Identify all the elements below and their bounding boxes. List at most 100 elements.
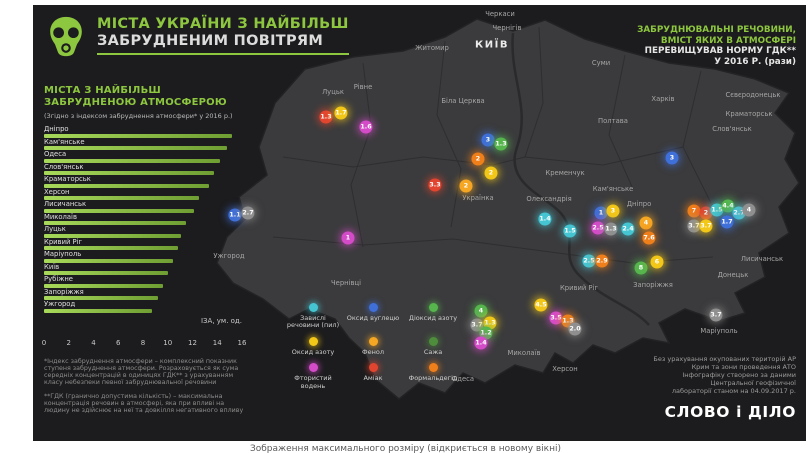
co-dot-icon xyxy=(368,303,378,312)
bar-row: Слов'янськ xyxy=(44,163,250,175)
credit-line: Крим та зони проведення АТО xyxy=(691,363,796,371)
no2-dot-icon xyxy=(428,303,438,312)
map-city-label: Чернігів xyxy=(492,24,522,32)
pollution-marker: 2.4 xyxy=(621,222,635,236)
soot-dot-icon xyxy=(428,336,438,346)
right-note-line: ПЕРЕВИЩУВАВ НОРМУ ГДК** xyxy=(644,46,796,56)
right-note-line: ЗАБРУДНЮВАЛЬНІ РЕЧОВИНИ, xyxy=(637,25,796,35)
legend-item-no2: Діоксид азоту xyxy=(405,303,461,330)
pollution-marker: 1.5 xyxy=(563,224,577,238)
map-city-label: Дніпро xyxy=(626,200,652,208)
right-note-line: У 2016 Р. (рази) xyxy=(714,56,796,67)
bar xyxy=(44,208,194,213)
map-city-label: Рівне xyxy=(353,83,373,91)
bar-row: Запоріжжя xyxy=(44,287,250,300)
bar-row: Кам'янське xyxy=(44,137,250,150)
map-city-label: Донецьк xyxy=(717,271,749,279)
axis-tick: 14 xyxy=(212,338,222,347)
bar-row: Луцьк xyxy=(44,226,250,238)
pollution-marker: 4 xyxy=(742,203,756,217)
pollution-marker: 4.5 xyxy=(534,298,548,312)
axis-tick: 12 xyxy=(188,338,197,347)
legend-item-hf: Фтористий водень xyxy=(285,363,341,390)
legend-label: Сажа xyxy=(423,347,443,356)
pollution-marker: 1.3 xyxy=(604,222,618,236)
bar-city-label: Кривий Ріг xyxy=(44,237,83,246)
no-dot-icon xyxy=(308,336,318,346)
pollution-marker: 2 xyxy=(459,179,473,193)
pollution-marker: 2 xyxy=(484,166,498,180)
slovo-i-dilo-logo: СЛОВО і ДІЛО xyxy=(664,403,796,421)
ukraine-map: Луцьк Рівне Житомир КИЇВ Чернігів Черкаси Суми… xyxy=(213,7,803,437)
bar xyxy=(44,171,214,175)
pollution-marker: 3.7 xyxy=(709,308,723,322)
bar-row: Ужгород xyxy=(44,301,250,313)
pollution-marker: 2.7 xyxy=(732,206,746,220)
gas-mask-icon xyxy=(50,16,82,57)
legend-label: Оксид азоту xyxy=(291,347,335,356)
map-city-label: Полтава xyxy=(598,117,628,125)
pollution-marker: 3.7 xyxy=(687,219,701,233)
bar xyxy=(44,196,199,200)
pollution-marker: 1.3 xyxy=(483,316,497,330)
map-city-label: Харків xyxy=(651,95,675,103)
full-size-image-link[interactable]: Зображення максимального розміру (відкри… xyxy=(249,444,562,453)
bar-city-label: Запоріжжя xyxy=(44,287,84,296)
credits-lines: Без урахування окупованих територій АР Кр… xyxy=(653,355,796,395)
axis-ticks: 0 2 4 6 8 10 12 14 16 xyxy=(42,338,247,348)
bar-city-label: Київ xyxy=(44,262,60,271)
bar-city-label: Кам'янське xyxy=(44,137,85,146)
legend-item-ammonia: Аміак xyxy=(345,363,401,390)
axis-tick: 4 xyxy=(91,338,96,347)
credit-line: Без урахування окупованих територій АР xyxy=(653,355,796,363)
title-underline xyxy=(97,53,349,55)
bar xyxy=(44,158,220,163)
axis-label: ІЗА, ум. од. xyxy=(200,316,242,325)
pollution-marker: 2 xyxy=(699,206,713,220)
pollution-marker: 1.3 xyxy=(494,137,508,151)
bar-row: Дніпро xyxy=(44,126,250,138)
pollution-marker: 1.5 xyxy=(710,203,724,217)
map-city-label: Чернівці xyxy=(330,279,362,287)
map-city-label: КИЇВ xyxy=(475,39,509,51)
ammonia-dot-icon xyxy=(368,363,378,373)
pollution-marker: 3 xyxy=(606,204,620,218)
map-city-label: Луцьк xyxy=(322,88,344,96)
bar-city-label: Одеса xyxy=(44,150,67,158)
legend: Завислі речовини (пил) Оксид вуглецю Діокс… xyxy=(285,303,461,390)
pollution-marker: 2.5 xyxy=(591,221,605,235)
pollution-marker: 1.7 xyxy=(720,215,734,229)
bar-rows: Дніпро Кам'янське Одеса Слов'янськ Краматорс… xyxy=(44,126,250,313)
chart-subtitle: (Згідно з індексом забруднення атмосфери… xyxy=(44,112,233,120)
legend-label: Діоксид азоту xyxy=(408,314,458,322)
axis-tick: 10 xyxy=(163,338,173,347)
axis-tick: 2 xyxy=(66,338,71,347)
legend-item-co: Оксид вуглецю xyxy=(345,303,401,330)
pollution-marker: 1.2 xyxy=(479,326,493,340)
header-title: МІСТА УКРАЇНИ З НАЙБІЛЬШ ЗАБРУДНЕНИМ ПОВ… xyxy=(97,16,349,55)
pollution-marker: 1.3 xyxy=(319,110,333,124)
bar-row: Лисичанськ xyxy=(44,201,250,213)
map-city-label: Сєвєродонецьк xyxy=(725,91,781,99)
bar xyxy=(44,246,178,250)
legend-label: Фенол xyxy=(362,347,384,356)
pollution-marker: 3.5 xyxy=(549,311,563,325)
pollution-marker: 2 xyxy=(471,152,485,166)
bar-row: Херсон xyxy=(44,188,250,200)
pollution-marker: 8 xyxy=(634,261,648,275)
bar xyxy=(44,308,152,313)
footnote-gdk: **ГДК (гранично допустима кількість) – м… xyxy=(44,392,244,415)
bar-row: Одеса xyxy=(44,151,250,163)
pollution-marker: 1.1 xyxy=(228,208,242,222)
map-city-label: Запоріжжя xyxy=(633,281,673,289)
legend-item-form: Формальдегід xyxy=(405,363,461,390)
pollution-marker: 3.7 xyxy=(699,219,713,233)
pollution-marker: 4 xyxy=(639,216,653,230)
bar-city-label: Краматорськ xyxy=(44,175,91,183)
pollution-marker: 1.4 xyxy=(474,336,488,350)
map-city-label: Суми xyxy=(591,59,611,67)
bar xyxy=(44,233,182,238)
pollution-marker: 1.7 xyxy=(334,106,348,120)
axis-tick: 6 xyxy=(116,338,121,347)
pollution-marker: 3 xyxy=(665,151,679,165)
